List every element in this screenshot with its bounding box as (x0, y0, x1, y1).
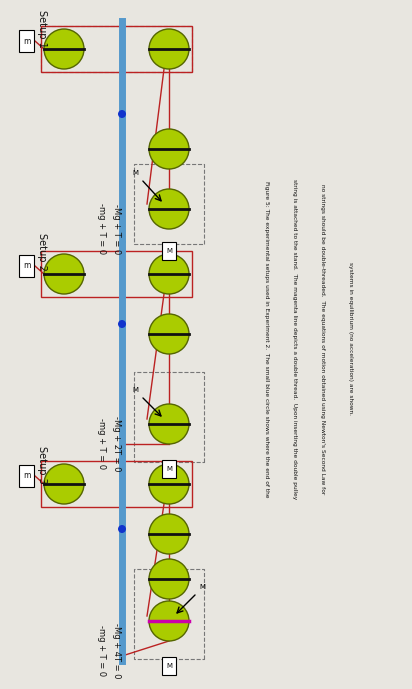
Circle shape (44, 254, 84, 294)
Bar (41, 251, 192, 297)
Circle shape (149, 254, 189, 294)
Text: string is attached to the stand.  The magenta line depicts a double thread.  Upo: string is attached to the stand. The mag… (293, 179, 297, 499)
Bar (19, 255, 35, 277)
Circle shape (44, 29, 84, 69)
Bar (162, 657, 176, 675)
Circle shape (149, 129, 189, 169)
Text: Setup 1: Setup 1 (37, 10, 47, 48)
Circle shape (149, 464, 189, 504)
Bar (162, 242, 176, 260)
Text: Setup 2: Setup 2 (37, 233, 47, 271)
Bar (19, 465, 35, 487)
Bar (41, 461, 192, 507)
Bar (19, 30, 35, 52)
Text: systems in equilibrium (no acceleration) are shown.: systems in equilibrium (no acceleration)… (349, 263, 353, 415)
Text: M: M (166, 248, 172, 254)
Text: M: M (133, 170, 138, 176)
Text: M: M (166, 466, 172, 472)
Circle shape (118, 525, 126, 533)
Bar (41, 26, 192, 72)
Circle shape (149, 514, 189, 554)
Circle shape (149, 404, 189, 444)
Circle shape (149, 189, 189, 229)
Circle shape (118, 320, 126, 328)
Bar (162, 460, 176, 478)
Text: -mg + T = 0: -mg + T = 0 (98, 203, 106, 254)
Text: M: M (166, 663, 172, 669)
Text: -Mg + 2T = 0: -Mg + 2T = 0 (112, 416, 122, 472)
Text: -mg + T = 0: -mg + T = 0 (98, 626, 106, 677)
Circle shape (149, 601, 189, 641)
Circle shape (149, 29, 189, 69)
Text: m: m (23, 471, 30, 480)
Text: M: M (132, 387, 138, 393)
Text: m: m (23, 37, 30, 45)
Text: -Mg + 4T = 0: -Mg + 4T = 0 (112, 624, 122, 679)
Text: -mg + T = 0: -mg + T = 0 (98, 418, 106, 470)
Text: Setup 3: Setup 3 (37, 446, 47, 484)
Circle shape (149, 559, 189, 599)
Text: m: m (23, 262, 30, 271)
Text: no strings should be double-threaded.  The equations of motion obtained using Ne: no strings should be double-threaded. Th… (321, 184, 325, 494)
Circle shape (118, 110, 126, 118)
Circle shape (149, 314, 189, 354)
Text: Figure 5: The experimental setups used in Experiment 2.  The small blue circle s: Figure 5: The experimental setups used i… (265, 181, 269, 497)
Text: -Mg + T = 0: -Mg + T = 0 (112, 204, 122, 254)
Circle shape (44, 464, 84, 504)
Text: M: M (200, 584, 206, 590)
